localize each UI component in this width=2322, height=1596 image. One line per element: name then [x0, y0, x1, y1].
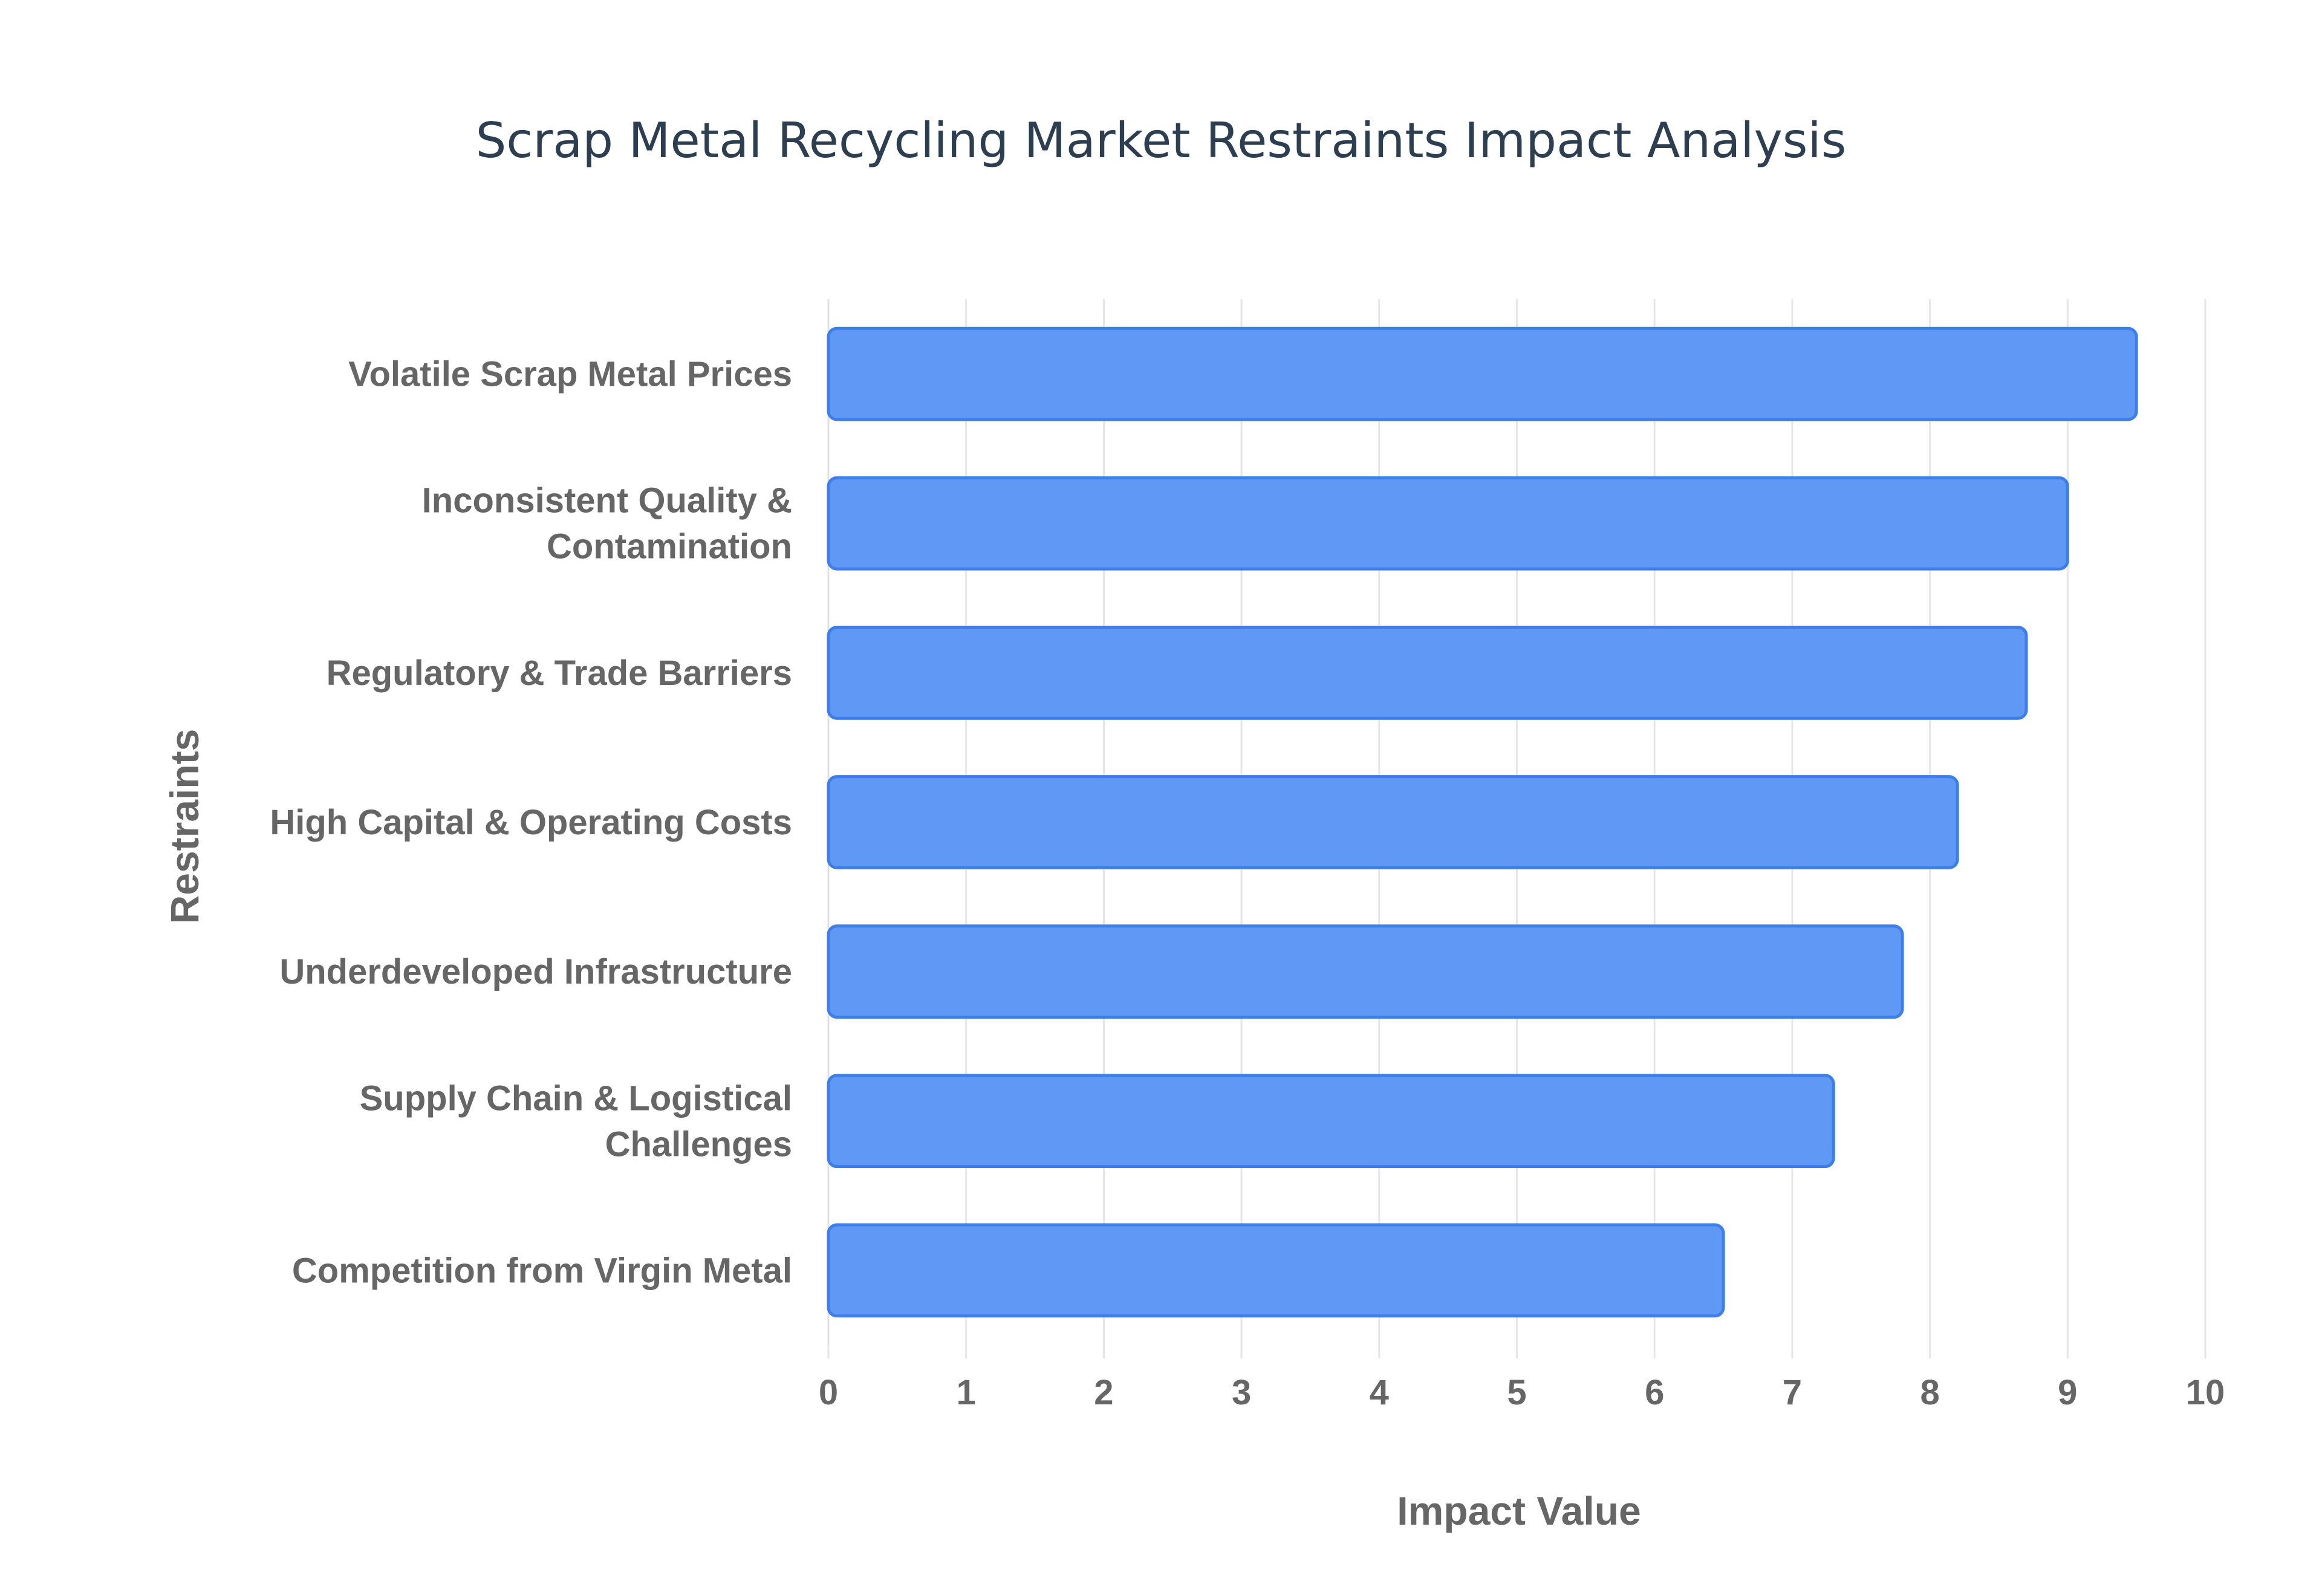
category-label: Supply Chain & Logistical Challenges — [360, 1079, 792, 1164]
x-tick-label: 2 — [1094, 1373, 1113, 1412]
category-label: Competition from Virgin Metal — [292, 1251, 792, 1290]
bar[interactable] — [827, 326, 2138, 421]
category-label: Volatile Scrap Metal Prices — [348, 355, 792, 394]
bar[interactable] — [827, 924, 1904, 1019]
category-label-line: Contamination — [547, 527, 792, 566]
category-label-line: Challenges — [605, 1124, 792, 1164]
x-tick-label: 7 — [1783, 1373, 1802, 1412]
category-label: Underdeveloped Infrastructure — [279, 952, 792, 991]
category-label: Inconsistent Quality & Contamination — [422, 481, 792, 566]
bar[interactable] — [827, 625, 2028, 720]
y-axis-title: Restraints — [162, 729, 207, 924]
x-tick-label: 9 — [2058, 1373, 2077, 1412]
category-labels: Volatile Scrap Metal Prices Inconsistent … — [270, 355, 792, 1291]
x-tick-label: 5 — [1507, 1373, 1526, 1412]
category-label-line: Volatile Scrap Metal Prices — [348, 355, 792, 394]
x-tick-label: 6 — [1645, 1373, 1664, 1412]
bar[interactable] — [827, 775, 1959, 869]
category-label-line: Inconsistent Quality & — [422, 481, 792, 521]
x-axis-title: Impact Value — [1397, 1488, 1641, 1533]
x-axis-ticks: 0 1 2 3 4 5 6 7 8 9 10 — [819, 1345, 2225, 1412]
x-tick-label: 3 — [1232, 1373, 1251, 1412]
category-label: Regulatory & Trade Barriers — [327, 654, 792, 693]
x-tick-label: 8 — [1920, 1373, 1939, 1412]
chart-title: Scrap Metal Recycling Market Restraints … — [476, 112, 1847, 169]
bar[interactable] — [827, 1223, 1725, 1318]
category-label-line: Underdeveloped Infrastructure — [279, 952, 792, 991]
x-tick-label: 1 — [957, 1373, 976, 1412]
category-label-line: Regulatory & Trade Barriers — [327, 654, 792, 693]
bar[interactable] — [827, 1074, 1835, 1169]
x-tick-label: 10 — [2186, 1373, 2225, 1412]
bar[interactable] — [827, 476, 2069, 571]
category-label: High Capital & Operating Costs — [270, 803, 792, 842]
bars — [827, 326, 2138, 1318]
category-label-line: Competition from Virgin Metal — [292, 1251, 792, 1290]
category-label-line: High Capital & Operating Costs — [270, 803, 792, 842]
x-tick-label: 4 — [1370, 1373, 1389, 1412]
category-label-line: Supply Chain & Logistical — [360, 1079, 792, 1118]
x-tick-label: 0 — [819, 1373, 838, 1412]
